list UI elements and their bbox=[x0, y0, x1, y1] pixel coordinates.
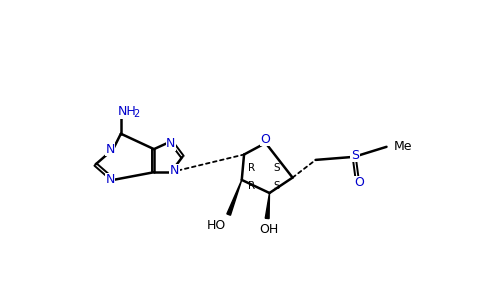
Text: S: S bbox=[274, 163, 281, 173]
Text: S: S bbox=[274, 181, 281, 191]
Text: R: R bbox=[248, 163, 255, 173]
Polygon shape bbox=[265, 193, 269, 219]
Text: Me: Me bbox=[394, 139, 413, 153]
Text: 2: 2 bbox=[133, 109, 140, 119]
Polygon shape bbox=[227, 180, 242, 215]
Text: HO: HO bbox=[207, 219, 226, 232]
Text: S: S bbox=[351, 149, 359, 162]
Text: O: O bbox=[354, 176, 364, 190]
Text: N: N bbox=[105, 143, 115, 156]
Text: R: R bbox=[248, 181, 255, 191]
Text: OH: OH bbox=[259, 223, 278, 236]
Text: NH: NH bbox=[118, 105, 137, 118]
Text: N: N bbox=[105, 173, 115, 186]
Text: N: N bbox=[166, 137, 176, 150]
Text: N: N bbox=[170, 164, 180, 177]
Text: O: O bbox=[261, 133, 271, 146]
